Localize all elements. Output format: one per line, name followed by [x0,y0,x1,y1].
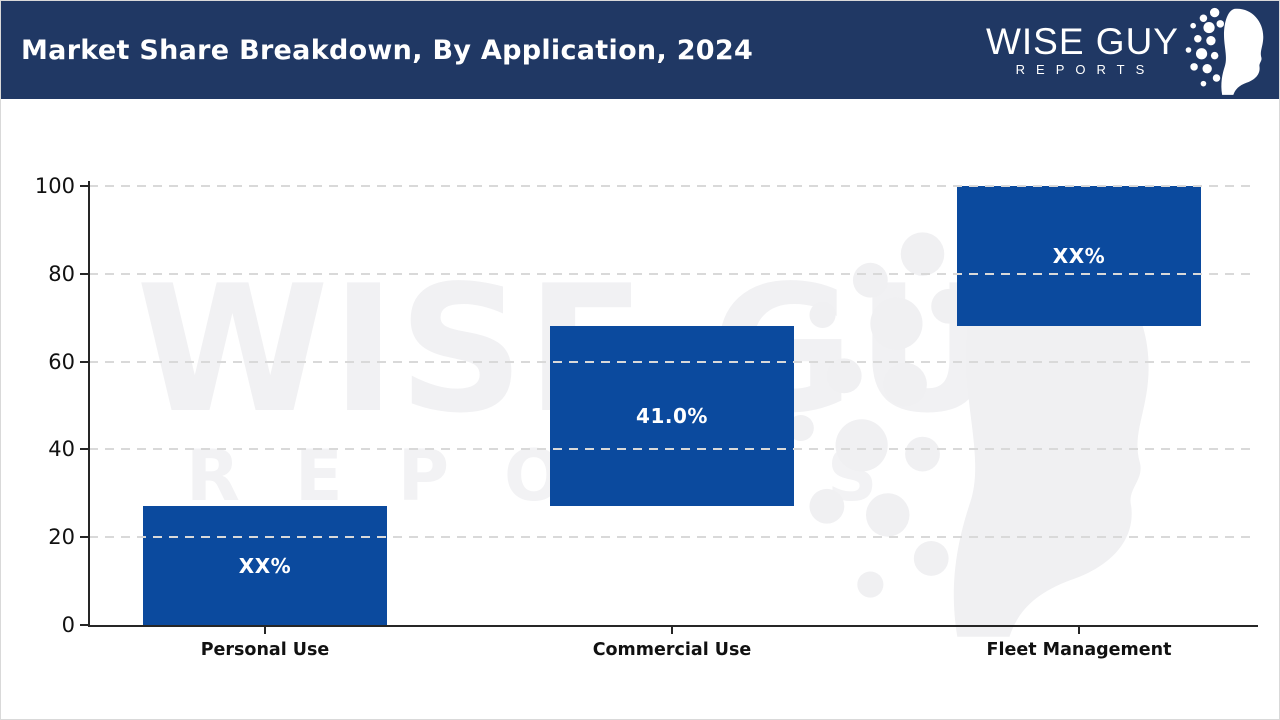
face-logo-icon [1185,7,1264,95]
bar-value-label: XX% [1052,244,1106,269]
bar-commercial-use: 41.0% [550,326,794,507]
logo-wordmark: WISE GUY [985,21,1179,62]
y-tick-label: 60 [48,349,75,374]
x-category-label: Personal Use [200,640,330,660]
page-title: Market Share Breakdown, By Application, … [21,34,754,66]
y-tick-mark [80,448,89,451]
x-category-label: Fleet Management [986,640,1172,660]
bar-personal-use: XX% [143,506,387,625]
x-tick-mark [264,627,266,634]
y-tick-mark [80,185,89,187]
watermark-face-icon [787,232,1149,637]
y-tick-mark [80,360,89,363]
y-tick-label: 100 [34,174,75,198]
gridline-40 [89,448,1257,451]
gridline-60 [89,360,1257,363]
logo-text: WISE GUY REPORTS [986,22,1179,78]
y-axis-line [88,181,90,627]
header: Market Share Breakdown, By Application, … [1,1,1279,99]
y-tick-label: 40 [48,437,75,462]
gridline-80 [89,272,1257,275]
gridline-20 [89,536,1257,539]
bar-value-label: 41.0% [636,404,708,429]
y-tick-mark [80,536,89,539]
logo-subtitle: REPORTS [1015,62,1156,77]
x-axis-line [88,625,1258,627]
y-tick-label: 20 [48,525,75,550]
y-tick-label: 80 [48,261,75,286]
bar-fleet-management: XX% [957,186,1201,327]
bar-value-label: XX% [238,553,292,578]
y-tick-mark [80,272,89,275]
x-tick-mark [671,627,673,634]
gridline-100 [89,185,1257,187]
y-tick-mark [80,624,89,626]
x-tick-mark [1078,627,1080,634]
x-category-label: Commercial Use [592,640,752,660]
y-tick-label: 0 [61,613,75,637]
wiseguy-logo: WISE GUY REPORTS [986,1,1267,99]
